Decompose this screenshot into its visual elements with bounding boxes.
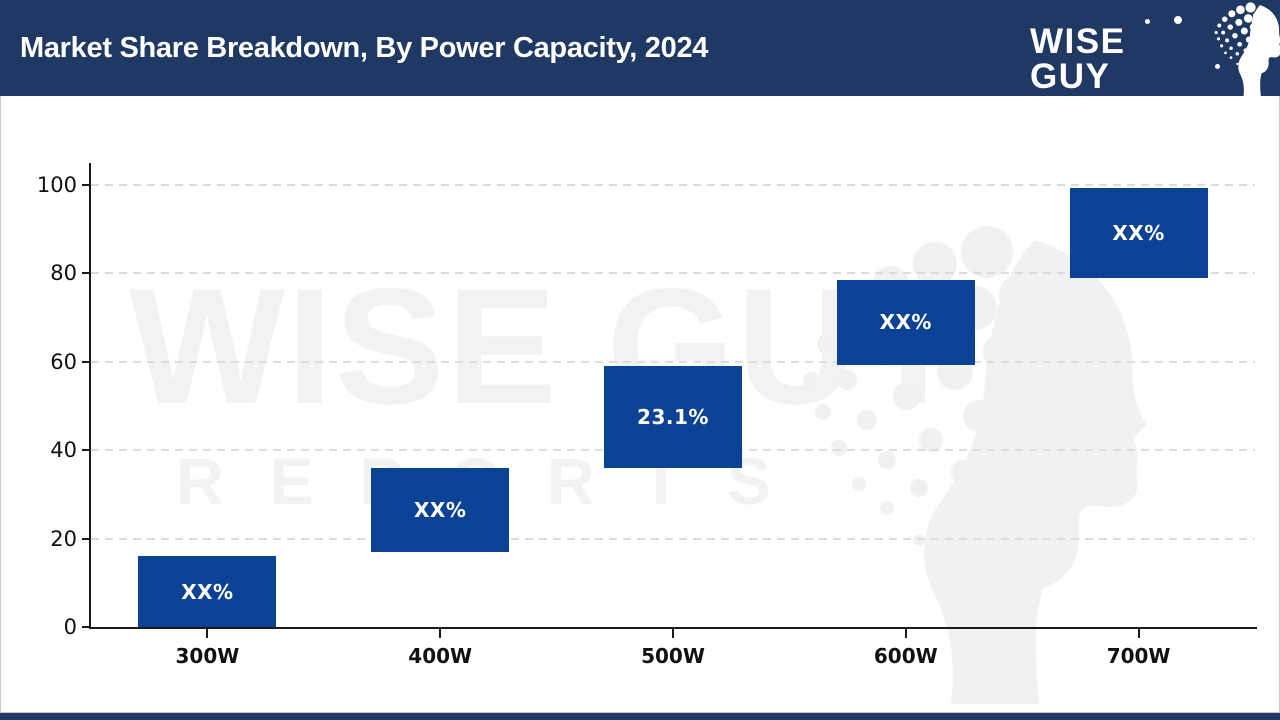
y-axis-tick-label: 100 bbox=[36, 173, 77, 198]
page-title: Market Share Breakdown, By Power Capacit… bbox=[20, 31, 709, 64]
x-axis-tick-label: 600W bbox=[873, 644, 938, 668]
bar: XX% bbox=[1069, 187, 1208, 279]
x-axis-tickmark bbox=[904, 629, 907, 638]
logo-text: WISE GUY REPORTS bbox=[1030, 16, 1220, 96]
bar-value-label: XX% bbox=[879, 310, 932, 335]
bar: XX% bbox=[371, 467, 510, 553]
bar-value-label: XX% bbox=[181, 579, 234, 604]
y-axis-tick-label: 60 bbox=[50, 349, 77, 374]
y-axis-tickmark bbox=[82, 626, 91, 628]
logo-dot bbox=[1215, 64, 1220, 69]
x-axis-tickmark bbox=[672, 629, 674, 638]
logo-wordmark: WISE GUY bbox=[1030, 22, 1126, 96]
x-axis-tickmark bbox=[439, 629, 442, 638]
y-axis-spine bbox=[89, 163, 91, 629]
y-axis-tickmark bbox=[82, 360, 91, 363]
x-axis-tickmark bbox=[206, 629, 209, 638]
gridline bbox=[91, 272, 1255, 275]
logo: WISE GUY REPORTS bbox=[1030, 0, 1280, 96]
y-axis-tick-label: 40 bbox=[50, 438, 77, 463]
x-axis-tick-label: 400W bbox=[408, 644, 473, 668]
bar: XX% bbox=[836, 279, 975, 365]
y-axis-tick-label: 80 bbox=[50, 261, 77, 286]
y-axis-tickmark bbox=[82, 537, 91, 540]
y-axis-tickmark bbox=[82, 184, 91, 187]
x-axis-spine bbox=[91, 627, 1257, 629]
bar: XX% bbox=[138, 556, 277, 627]
bar-value-label: XX% bbox=[413, 498, 467, 523]
x-axis-tick-label: 300W bbox=[175, 644, 240, 668]
y-axis-tickmark bbox=[82, 449, 91, 452]
gridline bbox=[91, 360, 1255, 363]
logo-dot bbox=[1174, 16, 1182, 24]
plot: 0 20 40 60 80 100 XX% 300W XX% 400W 23.1% 500W XX% 60… bbox=[1, 96, 1279, 712]
logo-head-icon bbox=[1208, 2, 1280, 96]
y-axis-tick-label: 20 bbox=[50, 526, 77, 551]
header: Market Share Breakdown, By Power Capacit… bbox=[0, 0, 1280, 96]
x-axis-tick-label: 700W bbox=[1106, 644, 1171, 668]
logo-dot bbox=[1145, 19, 1150, 24]
bar-value-label: XX% bbox=[1112, 221, 1165, 246]
x-axis-tick-label: 500W bbox=[641, 644, 705, 668]
x-axis-tickmark bbox=[1137, 629, 1140, 638]
gridline bbox=[91, 537, 1255, 540]
bar-value-label: 23.1% bbox=[637, 404, 709, 429]
y-axis-tick-label: 0 bbox=[63, 615, 77, 639]
chart-area: WISE GUY REPORTS 020406080100XX%300WXX%4… bbox=[0, 96, 1280, 713]
footer-bar bbox=[0, 713, 1280, 720]
bar: 23.1% bbox=[604, 365, 742, 468]
gridline bbox=[91, 184, 1255, 187]
y-axis-tickmark bbox=[82, 272, 91, 275]
